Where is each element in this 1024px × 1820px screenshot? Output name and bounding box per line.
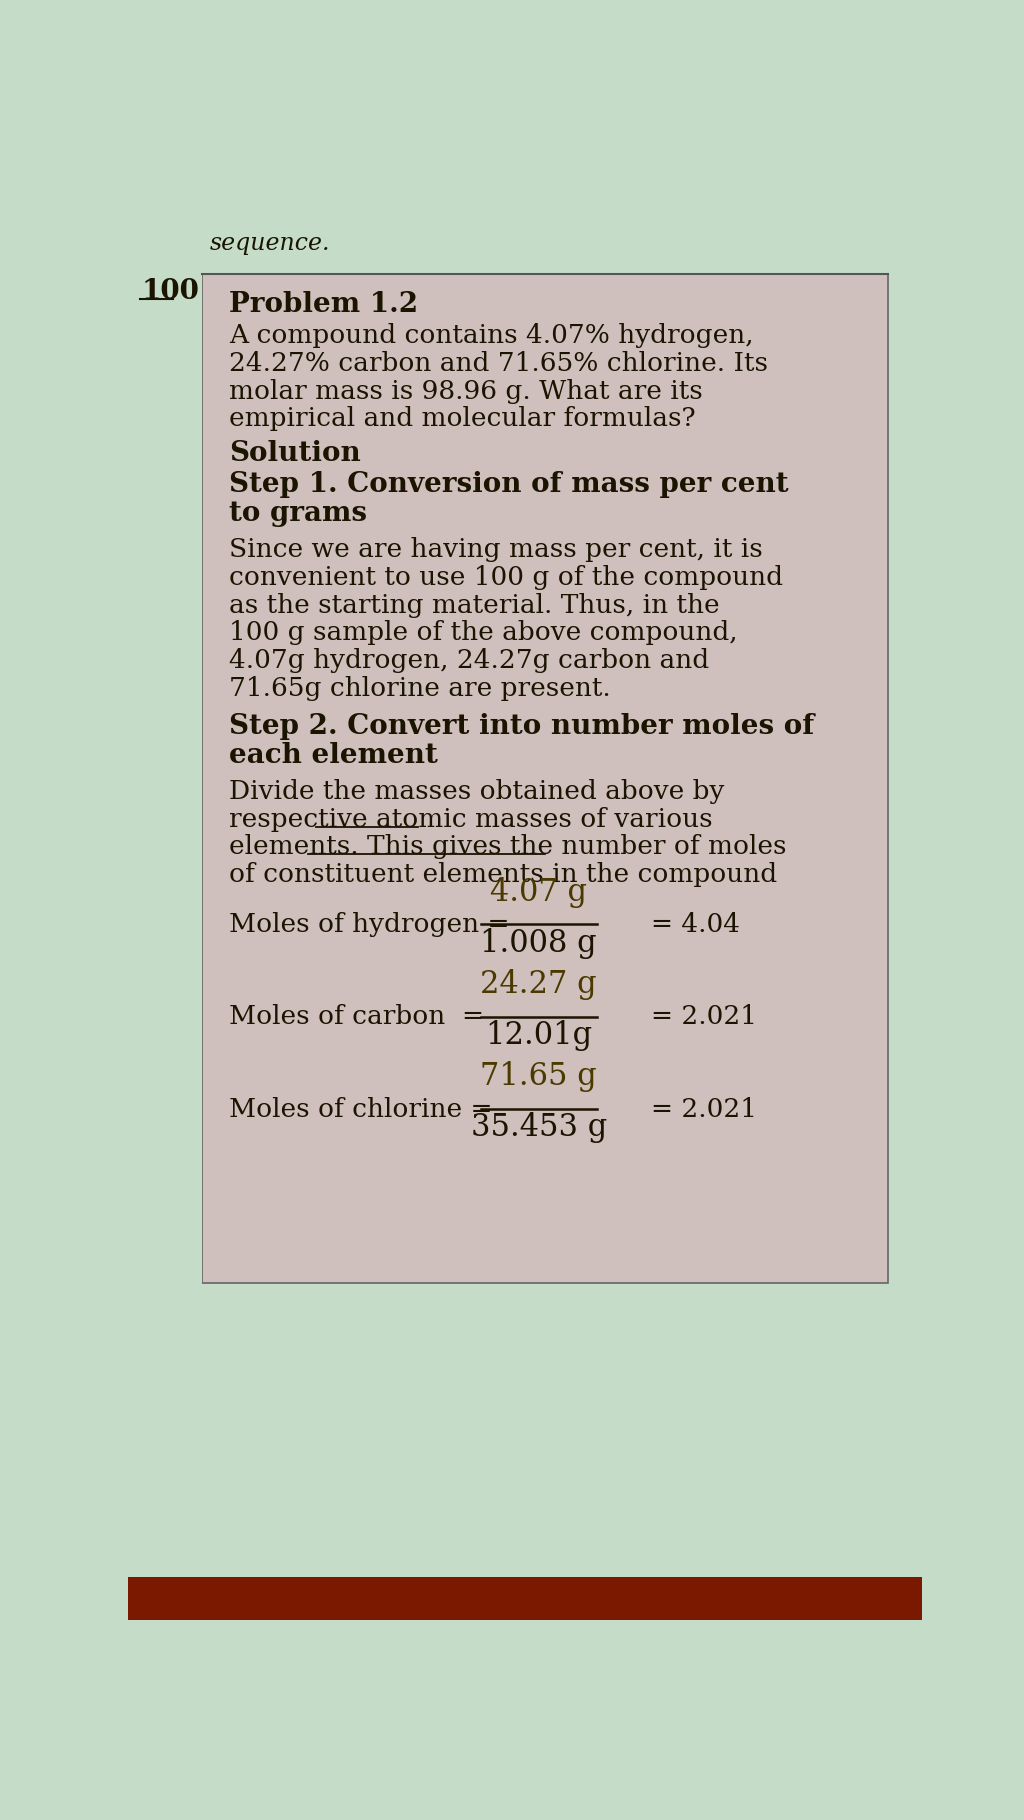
Text: 12.01g: 12.01g xyxy=(485,1019,592,1050)
Text: Solution: Solution xyxy=(228,440,360,468)
Text: 24.27% carbon and 71.65% chlorine. Its: 24.27% carbon and 71.65% chlorine. Its xyxy=(228,351,768,377)
Text: Moles of carbon  =: Moles of carbon = xyxy=(228,1005,483,1030)
Text: each element: each element xyxy=(228,743,437,770)
Text: Since we are having mass per cent, it is: Since we are having mass per cent, it is xyxy=(228,537,763,562)
Text: 100 g sample of the above compound,: 100 g sample of the above compound, xyxy=(228,621,737,646)
Text: respective atomic masses of various: respective atomic masses of various xyxy=(228,806,713,832)
Text: 4.07 g: 4.07 g xyxy=(490,877,587,908)
FancyBboxPatch shape xyxy=(202,273,888,1283)
Text: convenient to use 100 g of the compound: convenient to use 100 g of the compound xyxy=(228,564,782,590)
FancyBboxPatch shape xyxy=(128,1578,922,1620)
Text: = 2.021: = 2.021 xyxy=(651,1097,757,1121)
Text: empirical and molecular formulas?: empirical and molecular formulas? xyxy=(228,406,695,431)
Text: = 4.04: = 4.04 xyxy=(651,912,740,937)
Text: Divide the masses obtained above by: Divide the masses obtained above by xyxy=(228,779,724,804)
Text: elements. This gives the number of moles: elements. This gives the number of moles xyxy=(228,834,786,859)
Text: Step 2. Convert into number moles of: Step 2. Convert into number moles of xyxy=(228,713,814,739)
Text: 100: 100 xyxy=(142,278,200,304)
Text: Step 1. Conversion of mass per cent: Step 1. Conversion of mass per cent xyxy=(228,471,788,499)
Text: molar mass is 98.96 g. What are its: molar mass is 98.96 g. What are its xyxy=(228,379,702,404)
Text: Problem 1.2: Problem 1.2 xyxy=(228,291,418,318)
Text: as the starting material. Thus, in the: as the starting material. Thus, in the xyxy=(228,593,720,617)
Text: 71.65 g: 71.65 g xyxy=(480,1061,597,1092)
Text: Moles of hydrogen =: Moles of hydrogen = xyxy=(228,912,509,937)
Text: 71.65g chlorine are present.: 71.65g chlorine are present. xyxy=(228,675,610,701)
Text: A compound contains 4.07% hydrogen,: A compound contains 4.07% hydrogen, xyxy=(228,324,754,348)
Text: to grams: to grams xyxy=(228,501,367,528)
Text: of constituent elements in the compound: of constituent elements in the compound xyxy=(228,863,777,886)
Text: 35.453 g: 35.453 g xyxy=(471,1112,607,1143)
Text: 4.07g hydrogen, 24.27g carbon and: 4.07g hydrogen, 24.27g carbon and xyxy=(228,648,709,673)
Text: Moles of chlorine =: Moles of chlorine = xyxy=(228,1097,493,1121)
Text: = 2.021: = 2.021 xyxy=(651,1005,757,1030)
Text: 24.27 g: 24.27 g xyxy=(480,968,597,999)
Text: sequence.: sequence. xyxy=(209,233,330,255)
Text: 1.008 g: 1.008 g xyxy=(480,928,597,959)
FancyBboxPatch shape xyxy=(128,218,202,1620)
